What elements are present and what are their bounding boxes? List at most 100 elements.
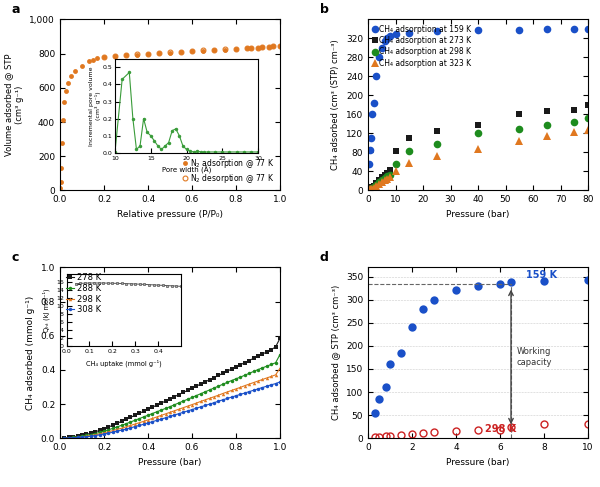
288 K bbox=[118, 422, 125, 428]
298 K bbox=[250, 380, 257, 386]
288 K bbox=[145, 412, 152, 418]
CH₄ adsorption at 323 K bbox=[368, 186, 376, 191]
CH₄ adsorption at 323 K bbox=[370, 185, 377, 191]
288 K bbox=[96, 430, 103, 435]
308 K bbox=[65, 435, 73, 441]
N$_2$ adsorption @ 77 K bbox=[244, 45, 251, 51]
308 K bbox=[61, 435, 68, 441]
Line: 298 K: 298 K bbox=[62, 367, 282, 440]
X-axis label: Pressure (bar): Pressure (bar) bbox=[446, 210, 509, 219]
278 K bbox=[131, 412, 139, 418]
278 K bbox=[136, 411, 143, 416]
298 K bbox=[228, 388, 235, 393]
298 K bbox=[175, 406, 182, 412]
CH₄ adsorption at 159 K bbox=[365, 161, 373, 167]
CH₄ adsorption at 298 K bbox=[381, 175, 388, 181]
N$_2$ desorption @ 77 K bbox=[112, 53, 119, 59]
308 K bbox=[127, 425, 134, 431]
298 K bbox=[215, 393, 222, 398]
298 K bbox=[162, 411, 169, 417]
278 K bbox=[87, 430, 94, 436]
N$_2$ desorption @ 77 K bbox=[166, 49, 173, 55]
CH₄ adsorption at 298 K bbox=[383, 173, 391, 179]
278 K bbox=[105, 424, 112, 430]
298 K bbox=[171, 408, 178, 413]
308 K bbox=[211, 400, 218, 406]
N$_2$ adsorption @ 77 K bbox=[58, 165, 65, 171]
278 K bbox=[122, 416, 130, 422]
288 K bbox=[122, 421, 130, 427]
CH₄ adsorption at 159 K bbox=[376, 55, 383, 60]
N$_2$ adsorption @ 77 K bbox=[61, 98, 68, 104]
308 K bbox=[70, 435, 77, 441]
298 K bbox=[224, 389, 231, 395]
CH₄ adsorption at 323 K bbox=[386, 174, 394, 180]
288 K bbox=[65, 435, 73, 441]
N$_2$ desorption @ 77 K bbox=[259, 44, 266, 50]
298 K bbox=[245, 381, 253, 387]
308 K bbox=[162, 415, 169, 421]
CH₄ adsorption at 273 K bbox=[378, 174, 385, 180]
N$_2$ adsorption @ 77 K bbox=[56, 185, 64, 191]
288 K bbox=[109, 426, 116, 431]
N$_2$ desorption @ 77 K bbox=[211, 47, 218, 53]
CH₄ adsorption at 159 K bbox=[584, 26, 592, 32]
CH₄ adsorption at 323 K bbox=[543, 133, 550, 139]
308 K bbox=[145, 420, 152, 426]
N$_2$ desorption @ 77 K bbox=[199, 47, 206, 53]
N$_2$ adsorption @ 77 K bbox=[94, 56, 101, 61]
Line: N$_2$ adsorption @ 77 K: N$_2$ adsorption @ 77 K bbox=[58, 44, 283, 190]
288 K bbox=[140, 414, 147, 420]
298 K bbox=[109, 428, 116, 433]
CH₄ adsorption at 273 K bbox=[386, 168, 394, 173]
308 K bbox=[83, 434, 90, 440]
308 K bbox=[197, 404, 205, 410]
308 K bbox=[122, 426, 130, 432]
CH₄ adsorption at 273 K bbox=[392, 149, 399, 154]
288 K bbox=[202, 389, 209, 395]
288 K bbox=[188, 394, 196, 400]
278 K bbox=[175, 392, 182, 397]
288 K bbox=[158, 407, 165, 413]
288 K bbox=[162, 406, 169, 412]
298 K bbox=[140, 418, 147, 424]
298 K bbox=[149, 415, 156, 421]
298 K bbox=[92, 432, 99, 438]
288 K bbox=[211, 385, 218, 391]
N$_2$ adsorption @ 77 K bbox=[199, 48, 206, 54]
288 K bbox=[228, 377, 235, 383]
278 K bbox=[100, 426, 107, 431]
288 K bbox=[92, 431, 99, 436]
CH₄ adsorption at 159 K bbox=[433, 28, 440, 34]
N$_2$ adsorption @ 77 K bbox=[265, 44, 272, 50]
CH₄ adsorption at 323 K bbox=[378, 179, 385, 185]
Y-axis label: Volume adsorbed @ STP
(cm³ g⁻¹): Volume adsorbed @ STP (cm³ g⁻¹) bbox=[4, 54, 24, 156]
Text: c: c bbox=[11, 250, 19, 263]
CH₄ adsorption at 159 K bbox=[378, 45, 385, 51]
Text: a: a bbox=[11, 2, 20, 16]
CH₄ adsorption at 298 K bbox=[366, 187, 373, 192]
288 K bbox=[100, 428, 107, 434]
278 K bbox=[140, 409, 147, 414]
278 K bbox=[145, 406, 152, 412]
288 K bbox=[175, 400, 182, 406]
298 K bbox=[118, 425, 125, 431]
308 K bbox=[109, 429, 116, 435]
278 K bbox=[153, 402, 160, 408]
288 K bbox=[193, 393, 200, 398]
Line: CH₄ adsorption at 323 K: CH₄ adsorption at 323 K bbox=[365, 126, 592, 194]
278 K bbox=[70, 434, 77, 440]
N$_2$ adsorption @ 77 K bbox=[254, 45, 262, 51]
CH₄ adsorption at 159 K bbox=[373, 74, 380, 79]
288 K bbox=[171, 402, 178, 408]
CH₄ adsorption at 323 K bbox=[365, 187, 373, 193]
N$_2$ desorption @ 77 K bbox=[178, 49, 185, 55]
CH₄ adsorption at 323 K bbox=[406, 160, 413, 166]
298 K bbox=[105, 429, 112, 435]
288 K bbox=[61, 435, 68, 441]
288 K bbox=[166, 404, 173, 410]
CH₄ adsorption at 298 K bbox=[584, 115, 592, 121]
Line: 308 K: 308 K bbox=[62, 380, 282, 440]
CH₄ adsorption at 323 K bbox=[373, 183, 380, 189]
278 K bbox=[224, 368, 231, 374]
